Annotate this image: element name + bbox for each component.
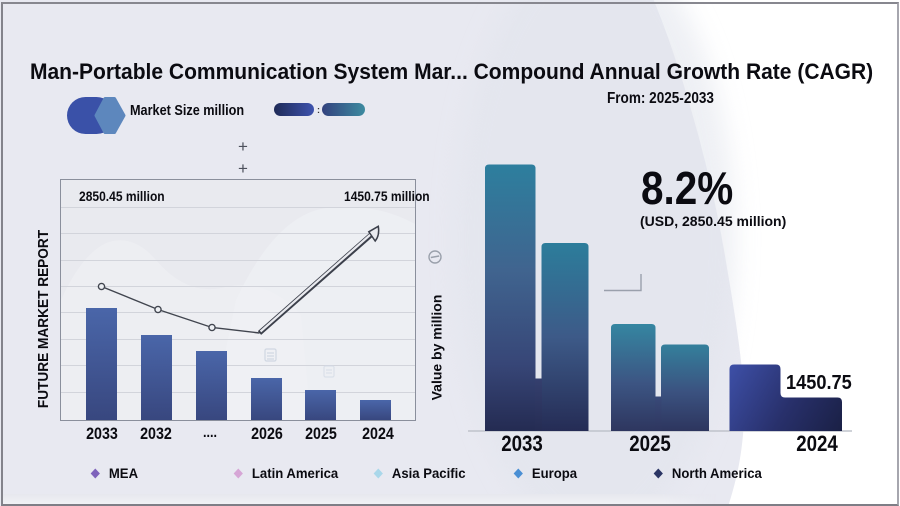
svg-text::: : (317, 105, 320, 115)
